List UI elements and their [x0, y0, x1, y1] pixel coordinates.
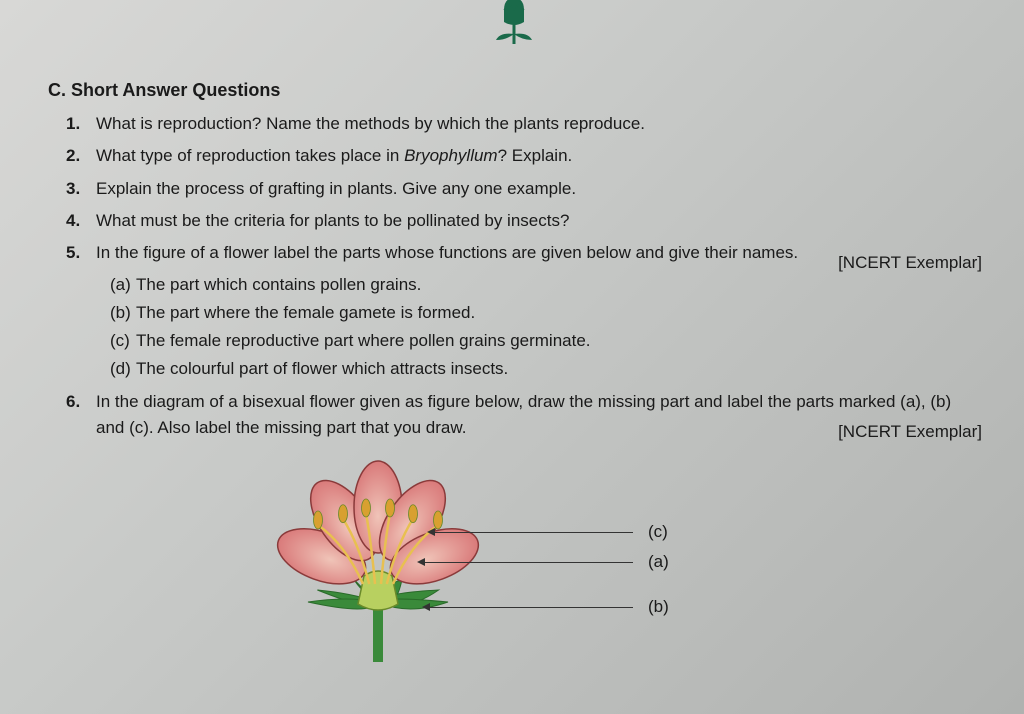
question-text-before: What type of reproduction takes place in: [96, 146, 404, 165]
question-number: 4.: [66, 208, 80, 234]
question-italic: Bryophyllum: [404, 146, 498, 165]
question-number: 6.: [66, 389, 80, 415]
question-text: Explain the process of grafting in plant…: [96, 179, 576, 198]
label-line-c: [433, 532, 633, 533]
sub-text: The colourful part of flower which attra…: [136, 359, 508, 378]
question-text: In the diagram of a bisexual flower give…: [96, 392, 951, 437]
sub-letter: (a): [110, 271, 131, 299]
question-text: What is reproduction? Name the methods b…: [96, 114, 645, 133]
flower-svg: [268, 452, 508, 662]
exemplar-tag-2: [NCERT Exemplar]: [838, 422, 982, 442]
sub-question-a: (a) The part which contains pollen grains…: [110, 271, 984, 299]
question-3: 3. Explain the process of grafting in pl…: [76, 176, 984, 202]
question-2: 2. What type of reproduction takes place…: [76, 143, 984, 169]
label-b: (b): [648, 597, 669, 617]
question-number: 3.: [66, 176, 80, 202]
sub-letter: (d): [110, 355, 131, 383]
question-number: 1.: [66, 111, 80, 137]
sub-question-c: (c) The female reproductive part where po…: [110, 327, 984, 355]
label-line-b: [428, 607, 633, 608]
flower-diagram: (c) (a) (b): [268, 452, 768, 672]
label-line-a: [423, 562, 633, 563]
section-heading: C. Short Answer Questions: [48, 80, 984, 101]
question-text-after: ? Explain.: [498, 146, 573, 165]
sub-text: The part where the female gamete is form…: [136, 303, 475, 322]
section-letter: C.: [48, 80, 66, 100]
question-text: In the figure of a flower label the part…: [96, 243, 798, 262]
question-number: 5.: [66, 240, 80, 266]
question-number: 2.: [66, 143, 80, 169]
question-list: 1. What is reproduction? Name the method…: [48, 111, 984, 442]
sub-question-b: (b) The part where the female gamete is f…: [110, 299, 984, 327]
header-flower-icon: [490, 0, 538, 46]
sub-text: The part which contains pollen grains.: [136, 275, 421, 294]
question-4: 4. What must be the criteria for plants …: [76, 208, 984, 234]
question-text: What must be the criteria for plants to …: [96, 211, 569, 230]
section-title: Short Answer Questions: [71, 80, 280, 100]
sub-question-list: (a) The part which contains pollen grains…: [96, 271, 984, 383]
sub-text: The female reproductive part where polle…: [136, 331, 591, 350]
sub-letter: (c): [110, 327, 130, 355]
sub-letter: (b): [110, 299, 131, 327]
page-content: C. Short Answer Questions 1. What is rep…: [0, 0, 1024, 714]
label-c: (c): [648, 522, 668, 542]
label-a: (a): [648, 552, 669, 572]
question-1: 1. What is reproduction? Name the method…: [76, 111, 984, 137]
exemplar-tag-1: [NCERT Exemplar]: [838, 253, 982, 273]
sub-question-d: (d) The colourful part of flower which at…: [110, 355, 984, 383]
